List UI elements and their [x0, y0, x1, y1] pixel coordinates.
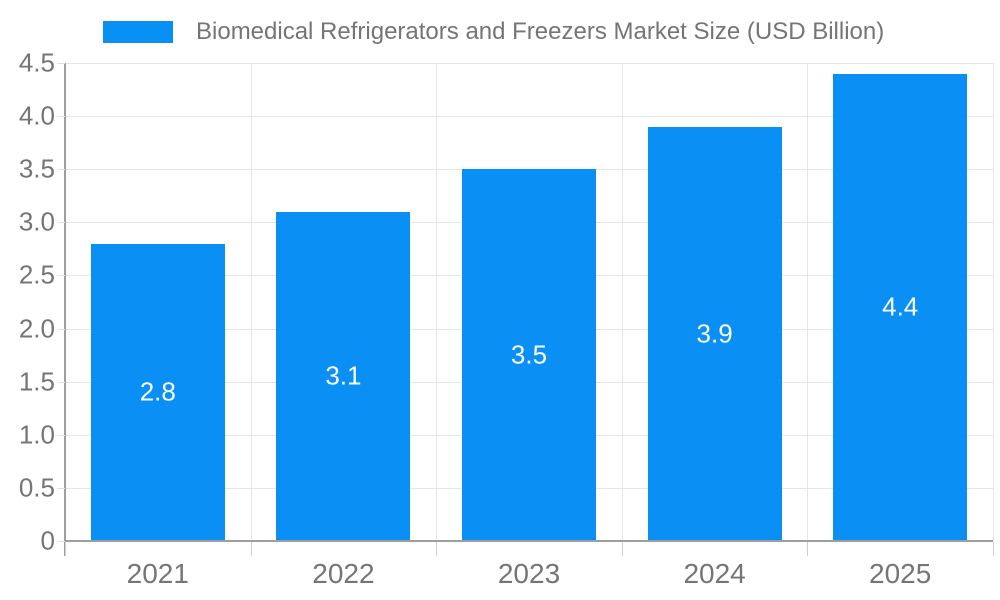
x-axis-tick — [436, 542, 438, 556]
y-axis-tick — [57, 434, 65, 436]
x-axis-tick — [250, 542, 252, 556]
gridline-horizontal — [65, 63, 993, 64]
y-axis-tick-label: 3.0 — [18, 206, 55, 237]
y-axis-tick — [57, 275, 65, 277]
gridline-vertical — [436, 63, 438, 541]
y-axis-tick — [57, 169, 65, 171]
gridline-horizontal — [65, 116, 993, 118]
y-axis-tick-label: 1.5 — [18, 366, 55, 397]
bar-value-label: 3.5 — [510, 339, 548, 370]
bar-2025 — [833, 73, 968, 541]
chart-title: Biomedical Refrigerators and Freezers Ma… — [196, 18, 885, 45]
y-axis-tick — [57, 541, 65, 542]
bar-2021 — [90, 243, 225, 541]
y-axis-tick — [57, 222, 65, 224]
legend-swatch — [103, 21, 173, 43]
y-axis-line — [64, 63, 66, 556]
x-axis-tick — [621, 542, 623, 556]
y-axis-tick — [57, 328, 65, 330]
bar-value-label: 3.1 — [325, 360, 362, 391]
bar-value-label: 2.8 — [139, 376, 176, 407]
y-axis-tick-label: 4.0 — [18, 100, 55, 131]
x-axis-category-label: 2024 — [683, 558, 746, 589]
bar-2022 — [276, 211, 411, 541]
x-axis-tick — [807, 542, 809, 556]
y-axis-tick-label: 2.5 — [18, 259, 55, 290]
x-axis-category-label: 2025 — [869, 558, 932, 589]
x-axis-tick — [65, 542, 66, 556]
gridline-vertical — [250, 63, 252, 541]
x-axis-line — [65, 540, 993, 542]
legend: Biomedical Refrigerators and Freezers Ma… — [103, 10, 884, 54]
gridline-vertical — [807, 63, 809, 541]
y-axis-tick — [57, 381, 65, 383]
y-axis-tick — [57, 487, 65, 489]
x-axis-category-label: 2023 — [497, 558, 561, 589]
y-axis-tick-label: 0 — [40, 525, 55, 556]
x-axis-tick — [993, 542, 994, 556]
bar-2024 — [647, 126, 782, 541]
y-axis-tick — [57, 63, 65, 64]
y-axis-tick-label: 2.0 — [18, 313, 55, 344]
y-axis-tick-label: 3.5 — [18, 153, 55, 184]
bar-value-label: 4.4 — [882, 291, 919, 322]
y-axis-tick-label: 1.0 — [18, 419, 55, 450]
y-axis-tick-label: 0.5 — [18, 472, 55, 503]
y-axis-tick-label: 4.5 — [18, 47, 55, 78]
gridline-vertical — [993, 63, 994, 541]
bar-value-label: 3.9 — [696, 318, 733, 349]
x-axis-category-label: 2022 — [312, 558, 375, 589]
gridline-vertical — [621, 63, 623, 541]
bar-2023 — [462, 169, 596, 541]
x-axis-category-label: 2021 — [126, 558, 189, 589]
y-axis-tick — [57, 116, 65, 118]
plot-area: 2.8 3.1 3.5 3.9 4.4 — [65, 63, 994, 541]
